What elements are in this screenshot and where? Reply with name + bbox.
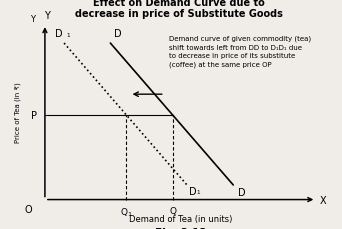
Text: Q: Q (169, 206, 176, 215)
Text: $\mathregular{_1}$: $\mathregular{_1}$ (196, 187, 201, 196)
Text: Effect on Demand Curve due to: Effect on Demand Curve due to (93, 0, 265, 8)
Text: D: D (55, 29, 63, 39)
Text: D: D (238, 187, 246, 197)
Text: D: D (114, 29, 121, 39)
Text: Fig. 3.13: Fig. 3.13 (155, 227, 206, 229)
Text: Price of Tea (in ₹): Price of Tea (in ₹) (14, 82, 21, 143)
Text: decrease in price of Substitute Goods: decrease in price of Substitute Goods (75, 9, 283, 19)
Text: $\mathregular{_1}$: $\mathregular{_1}$ (66, 31, 71, 40)
Text: P: P (31, 111, 37, 120)
Text: Q$\mathregular{_1}$: Q$\mathregular{_1}$ (120, 206, 133, 218)
Text: X: X (319, 195, 326, 205)
Text: D: D (188, 186, 196, 196)
Text: Demand of Tea (in units): Demand of Tea (in units) (129, 214, 232, 223)
Text: Demand curve of given commodity (tea)
shift towards left from DD to D₁D₁ due
to : Demand curve of given commodity (tea) sh… (169, 35, 312, 68)
Text: O: O (25, 204, 32, 214)
Text: Y: Y (43, 11, 50, 21)
Text: Y: Y (30, 15, 35, 24)
